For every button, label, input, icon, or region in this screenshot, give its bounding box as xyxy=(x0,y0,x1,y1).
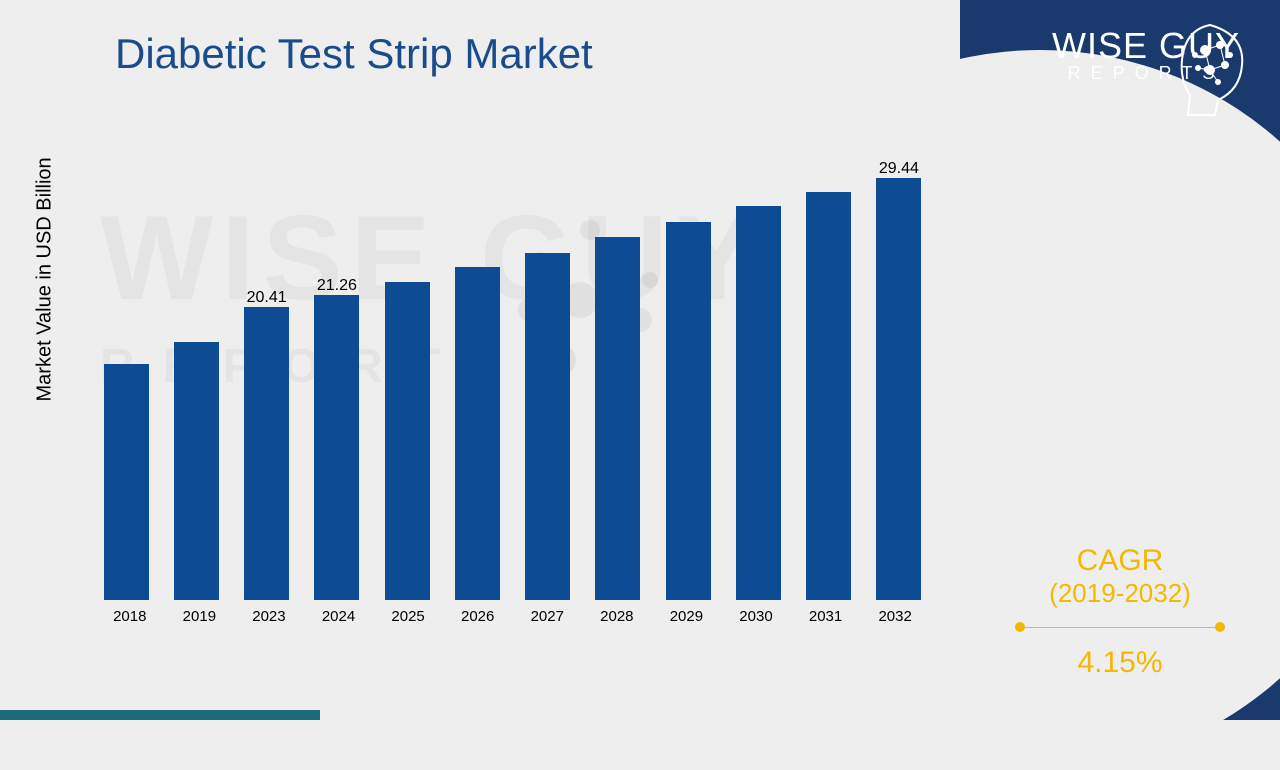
bar-wrapper xyxy=(798,192,860,601)
bar xyxy=(314,295,359,600)
cagr-divider xyxy=(1020,627,1220,628)
cagr-years: (2019-2032) xyxy=(995,578,1245,609)
bar xyxy=(806,192,851,601)
x-axis-label: 2027 xyxy=(512,608,582,625)
x-axis-label: 2025 xyxy=(373,608,443,625)
bar-wrapper xyxy=(446,267,508,600)
bar-wrapper xyxy=(727,206,789,600)
bar xyxy=(385,282,430,600)
bar xyxy=(595,237,640,600)
bar xyxy=(455,267,500,600)
x-axis-label: 2028 xyxy=(582,608,652,625)
x-axis-label: 2024 xyxy=(304,608,374,625)
bar-value-label: 21.26 xyxy=(317,277,357,295)
bar xyxy=(104,364,149,601)
cagr-panel: CAGR (2019-2032) 4.15% xyxy=(995,544,1245,680)
x-axis-label: 2032 xyxy=(860,608,930,625)
bar-wrapper: 20.41 xyxy=(236,307,298,600)
bar-wrapper xyxy=(517,253,579,600)
bar-wrapper xyxy=(587,237,649,600)
cagr-title: CAGR xyxy=(995,544,1245,578)
x-axis-labels: 2018201920232024202520262027202820292030… xyxy=(95,608,930,625)
x-axis-label: 2019 xyxy=(165,608,235,625)
bar-wrapper: 21.26 xyxy=(306,295,368,600)
x-axis-label: 2031 xyxy=(791,608,861,625)
bar-wrapper xyxy=(95,364,157,601)
x-axis-label: 2029 xyxy=(652,608,722,625)
bar xyxy=(736,206,781,600)
x-axis-label: 2030 xyxy=(721,608,791,625)
x-axis-label: 2023 xyxy=(234,608,304,625)
bar xyxy=(174,342,219,600)
bar-value-label: 29.44 xyxy=(879,160,919,178)
bottom-accent-bar xyxy=(0,710,320,720)
bar xyxy=(525,253,570,600)
chart-title: Diabetic Test Strip Market xyxy=(115,30,593,78)
bars-area: 20.4121.2629.44 xyxy=(95,170,930,600)
bar xyxy=(244,307,289,600)
bar xyxy=(876,178,921,600)
bar-wrapper: 29.44 xyxy=(868,178,930,600)
bar-wrapper xyxy=(376,282,438,600)
bar xyxy=(666,222,711,600)
y-axis-label: Market Value in USD Billion xyxy=(34,157,57,401)
bar-wrapper xyxy=(165,342,227,600)
bar-wrapper xyxy=(657,222,719,600)
x-axis-label: 2026 xyxy=(443,608,513,625)
x-axis-label: 2018 xyxy=(95,608,165,625)
main-area: Diabetic Test Strip Market WISE GUY REPO… xyxy=(0,0,960,720)
head-network-icon xyxy=(1170,20,1250,120)
brand-logo: WISE GUY REPORTS xyxy=(1052,25,1240,84)
cagr-value: 4.15% xyxy=(995,646,1245,680)
bar-chart: Market Value in USD Billion 20.4121.2629… xyxy=(60,170,930,650)
bar-value-label: 20.41 xyxy=(247,289,287,307)
